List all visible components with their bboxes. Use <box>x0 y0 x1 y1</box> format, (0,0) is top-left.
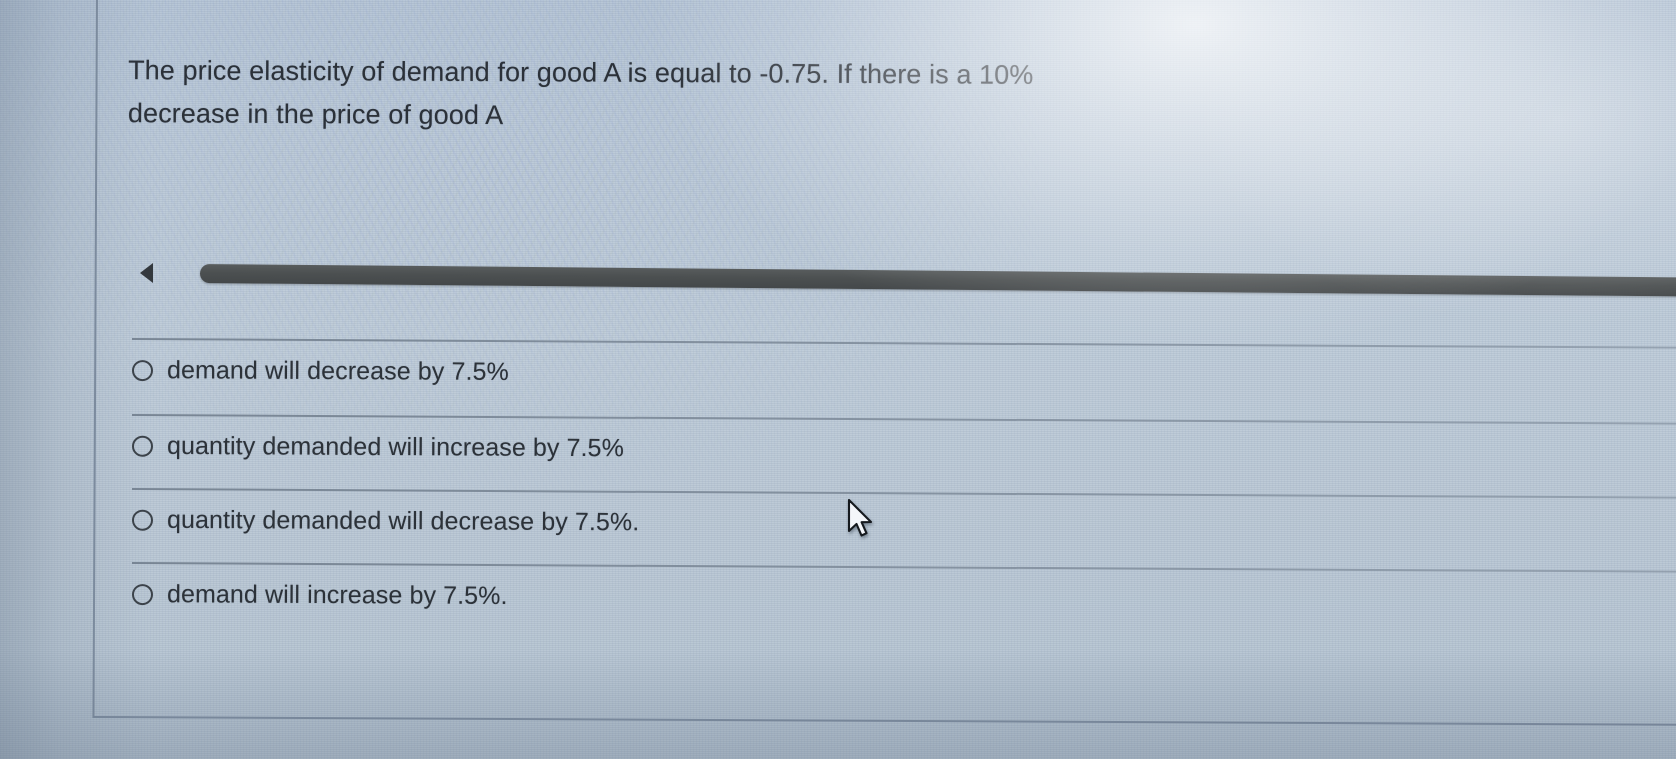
option-row-2[interactable]: quantity demanded will increase by 7.5% <box>131 431 625 464</box>
option-divider <box>131 488 1676 499</box>
option-row-4[interactable]: demand will increase by 7.5%. <box>131 579 508 611</box>
radio-button-1[interactable] <box>131 359 154 381</box>
option-label-4: demand will increase by 7.5%. <box>166 580 508 610</box>
option-label-1: demand will decrease by 7.5% <box>166 356 509 386</box>
option-divider <box>131 338 1676 349</box>
option-label-2: quantity demanded will increase by 7.5% <box>166 431 625 463</box>
option-divider <box>131 414 1676 425</box>
option-row-3[interactable]: quantity demanded will decrease by 7.5%. <box>131 505 640 538</box>
option-label-3: quantity demanded will decrease by 7.5%. <box>166 505 640 537</box>
radio-button-4[interactable] <box>131 583 154 605</box>
radio-button-3[interactable] <box>131 509 154 531</box>
radio-button-2[interactable] <box>131 435 154 457</box>
option-divider <box>131 562 1676 573</box>
option-row-1[interactable]: demand will decrease by 7.5% <box>131 355 509 387</box>
